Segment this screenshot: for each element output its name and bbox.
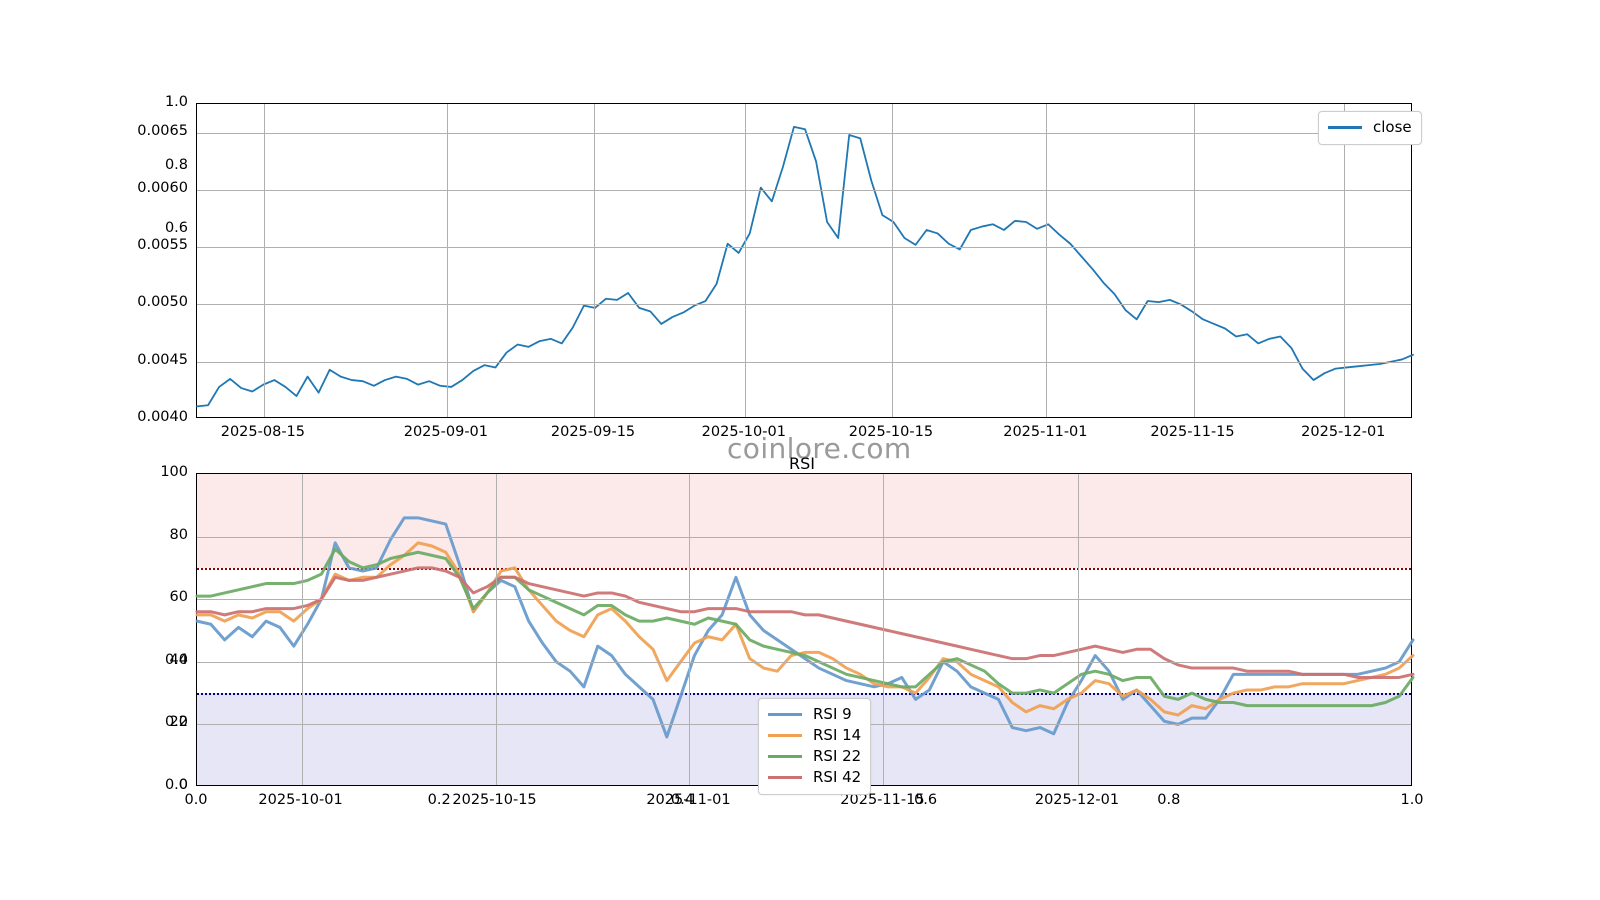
price-x-tick-label: 2025-09-15 <box>550 424 636 440</box>
watermark: coinlore.com <box>727 432 912 465</box>
rsi-x-date-tick-label: 2025-11-01 <box>646 792 731 808</box>
price-y-tick-label: 0.0040 <box>137 409 188 425</box>
gridline-horizontal <box>197 189 1411 191</box>
price-y-tick-label: 0.0055 <box>137 237 188 254</box>
gridline-vertical <box>263 104 265 417</box>
price-y-tick-label: 0.0045 <box>137 351 188 368</box>
rsi-x-date-tick-label: 2025-11-15 <box>840 792 925 808</box>
gridline-horizontal <box>197 247 1411 249</box>
price-x-tick-label: 2025-10-15 <box>848 424 934 440</box>
gridline-horizontal <box>197 536 1411 538</box>
rsi-x-overlay-tick-label: 0.4 <box>670 792 694 808</box>
gridline-vertical <box>883 474 885 785</box>
rsi-legend-item-row[interactable]: RSI 22 <box>768 746 861 767</box>
rsi-x-date-tick-label: 2025-10-01 <box>258 792 343 808</box>
overbought-band <box>197 474 1411 568</box>
rsi-y-tick-label: 0 <box>178 777 188 793</box>
gridline-horizontal <box>197 599 1411 601</box>
price-legend-item-row[interactable]: close <box>1328 117 1412 138</box>
gridline-vertical <box>1046 104 1048 417</box>
legend-label: close <box>1373 118 1412 136</box>
rsi-x-overlay-tick-label: 0.6 <box>914 792 938 808</box>
rsi-y-tick-label: 100 <box>160 464 188 480</box>
price-y-tick-label: 0.0050 <box>137 294 188 311</box>
price-x-tick-label: 2025-10-01 <box>701 424 786 440</box>
rsi-subtitle: RSI <box>789 454 815 473</box>
rsi-legend[interactable]: RSI 9 RSI 14 RSI 22 RSI 42 <box>758 698 872 795</box>
gridline-vertical <box>1193 104 1195 417</box>
price-y-tick-label: 0.0065 <box>137 122 188 139</box>
price-chart-panel <box>196 103 1414 418</box>
price-y-tick-label: 0.0060 <box>137 179 188 196</box>
gridline-vertical <box>446 104 448 417</box>
price-y-overlay-tick-label: 0.8 <box>164 157 188 173</box>
legend-color-swatch-icon <box>768 776 802 779</box>
legend-label: RSI 14 <box>813 726 862 744</box>
rsi-y-tick-label: 20 <box>169 714 188 731</box>
legend-color-swatch-icon <box>1328 126 1362 129</box>
legend-color-swatch-icon <box>768 734 802 737</box>
gridline-vertical <box>891 104 893 417</box>
price-x-tick-label: 2025-11-01 <box>1003 424 1088 440</box>
gridline-vertical <box>1344 104 1346 417</box>
price-series-svg <box>196 126 1414 408</box>
price-y-overlay-tick-label: 1.0 <box>164 94 188 110</box>
rsi-y-overlay-tick-label: 0.2 <box>164 714 188 731</box>
price-legend[interactable]: close <box>1318 111 1422 145</box>
price-y-overlay-tick-label: 0.6 <box>164 220 188 236</box>
gridline-horizontal <box>197 132 1411 134</box>
gridline-vertical <box>1077 474 1079 785</box>
legend-label: RSI 42 <box>813 768 862 786</box>
overbought-threshold-line <box>197 567 1411 570</box>
price-x-tick-label: 2025-12-01 <box>1301 424 1386 440</box>
gridline-horizontal <box>197 661 1411 663</box>
rsi-legend-item-row[interactable]: RSI 9 <box>768 704 861 725</box>
rsi-y-overlay-tick-label: 0.0 <box>164 777 188 793</box>
rsi-legend-item-row[interactable]: RSI 14 <box>768 725 861 746</box>
price-x-tick-label: 2025-08-15 <box>220 424 306 440</box>
rsi-series-svg <box>195 516 1415 739</box>
legend-label: RSI 22 <box>813 747 862 765</box>
gridline-vertical <box>495 474 497 785</box>
gridline-vertical <box>744 104 746 417</box>
oversold-threshold-line <box>197 693 1411 696</box>
rsi-y-overlay-tick-label: 0.4 <box>164 651 188 668</box>
rsi-y-tick-label: 60 <box>169 589 188 606</box>
gridline-horizontal <box>197 361 1411 363</box>
gridline-horizontal <box>197 304 1411 306</box>
rsi-x-date-tick-label: 2025-10-15 <box>452 792 537 808</box>
rsi-x-date-tick-label: 2025-12-01 <box>1034 792 1120 808</box>
legend-label: RSI 9 <box>813 705 852 723</box>
legend-color-swatch-icon <box>768 755 802 758</box>
rsi-x-overlay-tick-label: 1.0 <box>1400 792 1424 808</box>
rsi-x-overlay-tick-label: 0.8 <box>1157 792 1181 808</box>
gridline-vertical <box>301 474 303 785</box>
rsi-y-tick-label: 40 <box>169 651 188 668</box>
price-x-tick-label: 2025-09-01 <box>403 424 489 440</box>
gridline-vertical <box>594 104 596 417</box>
price-x-tick-label: 2025-11-15 <box>1150 424 1235 440</box>
rsi-x-overlay-tick-label: 0.0 <box>184 792 208 808</box>
rsi-x-overlay-tick-label: 0.2 <box>427 792 451 808</box>
rsi-y-tick-label: 80 <box>169 526 188 543</box>
gridline-vertical <box>689 474 691 785</box>
rsi-legend-item-row[interactable]: RSI 42 <box>768 767 861 788</box>
legend-color-swatch-icon <box>768 713 802 716</box>
